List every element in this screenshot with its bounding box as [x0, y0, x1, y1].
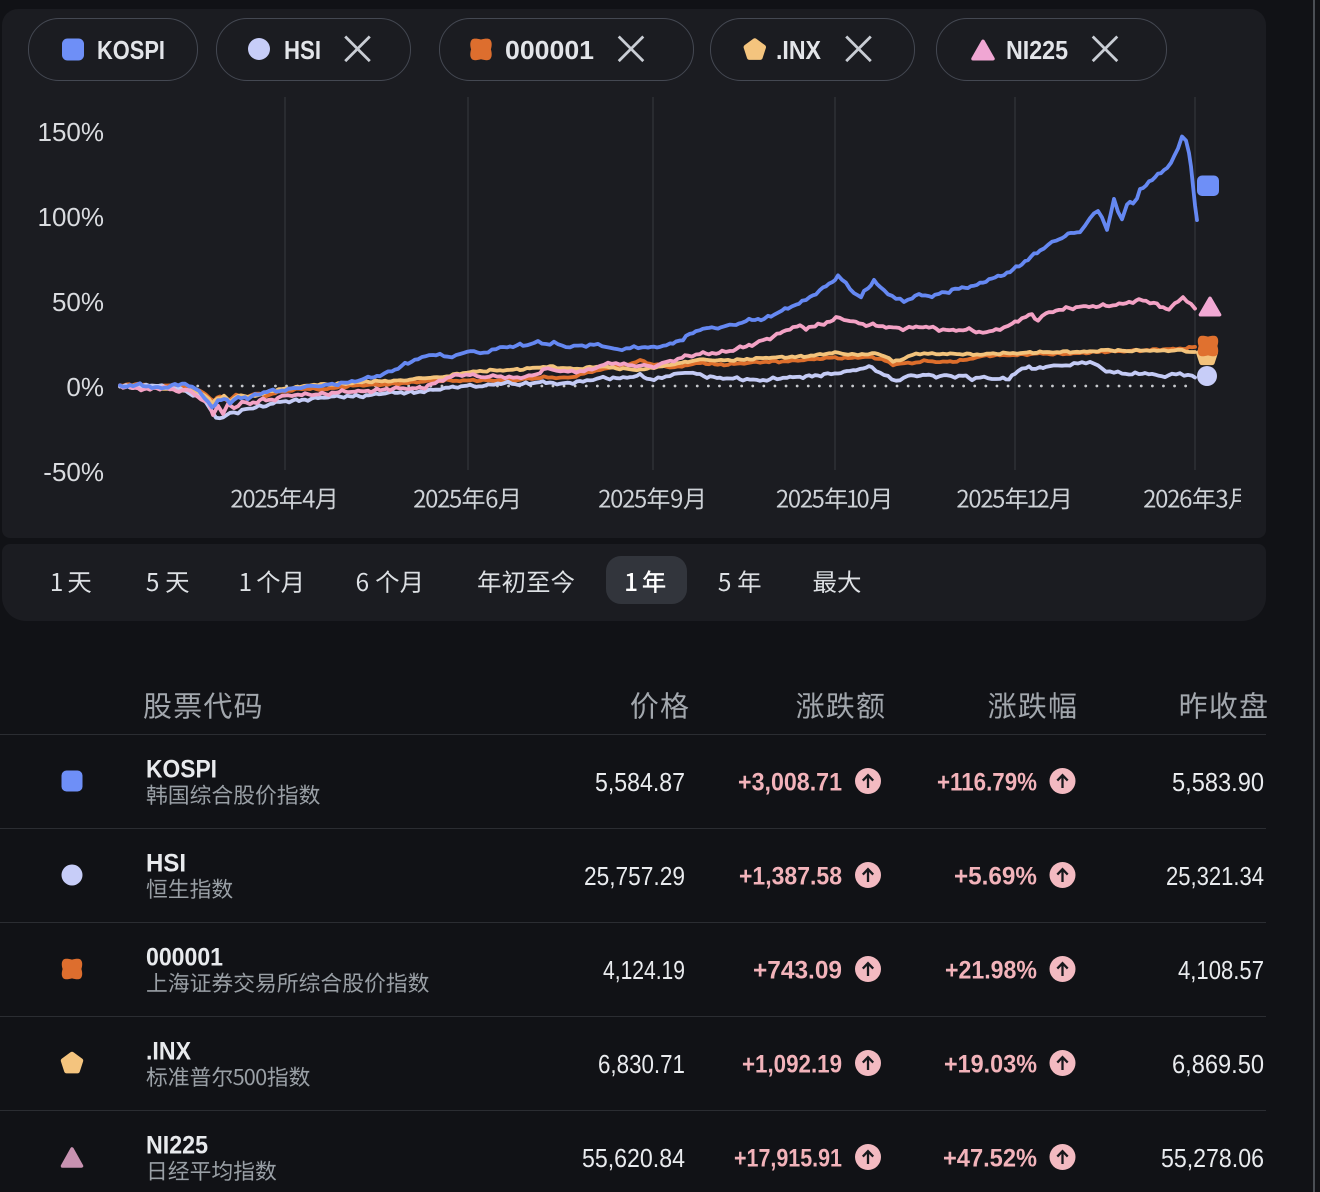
svg-text:+743.09: +743.09 [753, 957, 842, 985]
svg-text:+21.98%: +21.98% [945, 957, 1037, 985]
svg-text:50%: 50% [52, 287, 104, 317]
svg-text:NI225: NI225 [1006, 35, 1068, 65]
svg-text:6,830.71: 6,830.71 [598, 1049, 685, 1079]
svg-text:+1,387.58: +1,387.58 [739, 863, 842, 891]
svg-text:4,108.57: 4,108.57 [1178, 955, 1264, 985]
svg-text:25,757.29: 25,757.29 [584, 861, 685, 891]
svg-text:KOSPI: KOSPI [97, 35, 165, 65]
svg-text:+19.03%: +19.03% [944, 1051, 1037, 1079]
svg-text:NI225: NI225 [146, 1132, 208, 1160]
svg-text:55,278.06: 55,278.06 [1161, 1143, 1264, 1173]
svg-text:0%: 0% [66, 372, 104, 402]
svg-text:000001: 000001 [146, 944, 223, 972]
svg-text:4,124.19: 4,124.19 [603, 955, 685, 985]
svg-text:55,620.84: 55,620.84 [582, 1143, 685, 1173]
svg-text:+3,008.71: +3,008.71 [738, 769, 842, 797]
svg-text:.INX: .INX [776, 35, 822, 65]
svg-text:+47.52%: +47.52% [943, 1145, 1037, 1173]
svg-text:KOSPI: KOSPI [146, 756, 217, 784]
svg-text:5,584.87: 5,584.87 [595, 767, 685, 797]
svg-text:+5.69%: +5.69% [954, 863, 1037, 891]
svg-text:+116.79%: +116.79% [937, 769, 1037, 797]
svg-text:000001: 000001 [505, 35, 594, 65]
svg-text:+17,915.91: +17,915.91 [734, 1145, 842, 1173]
svg-text:HSI: HSI [284, 35, 321, 65]
svg-text:6,869.50: 6,869.50 [1172, 1049, 1264, 1079]
svg-text:+1,092.19: +1,092.19 [742, 1051, 842, 1079]
svg-text:25,321.34: 25,321.34 [1166, 861, 1264, 891]
svg-text:HSI: HSI [146, 850, 186, 878]
svg-text:150%: 150% [38, 117, 105, 147]
svg-text:.INX: .INX [146, 1038, 191, 1066]
svg-text:5,583.90: 5,583.90 [1172, 767, 1264, 797]
svg-text:-50%: -50% [43, 457, 104, 487]
svg-text:100%: 100% [38, 202, 105, 232]
